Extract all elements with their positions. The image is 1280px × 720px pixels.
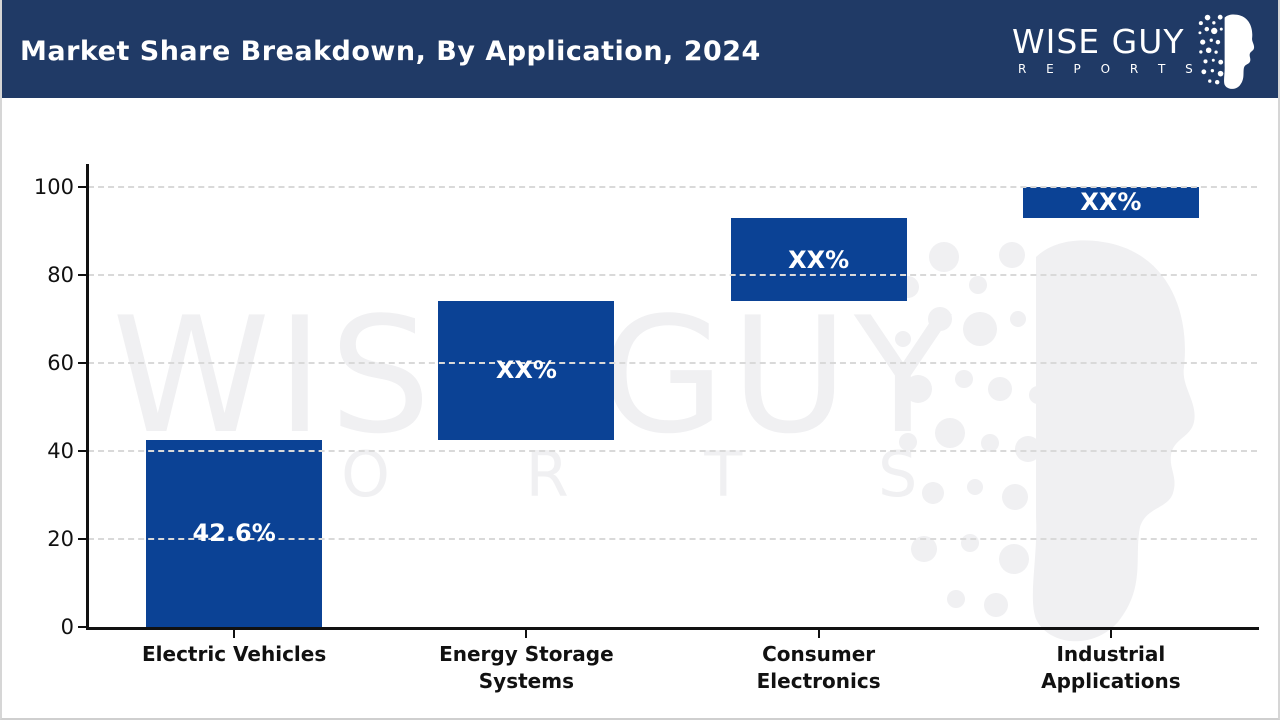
y-tick-label-20: 20 (47, 527, 74, 551)
x-tick-electric-vehicles (233, 630, 236, 638)
bar-energy-storage-systems (438, 301, 615, 440)
logo-face-icon (1188, 12, 1262, 94)
gridline-60 (88, 362, 1257, 364)
x-tick-consumer-electronics (817, 630, 820, 638)
x-tick-industrial-applications (1109, 630, 1112, 638)
y-tick-label-100: 100 (33, 175, 74, 199)
bar-value-label-electric-vehicles: 42.6% (192, 519, 276, 548)
page-title: Market Share Breakdown, By Application, … (20, 36, 761, 67)
y-tick-0 (78, 626, 87, 628)
y-tick-40 (78, 450, 87, 452)
logo-subtitle: R E P O R T S (1018, 62, 1201, 76)
category-label-electric-vehicles: Electric Vehicles (141, 642, 327, 666)
logo-wordmark: WISE GUY (1012, 22, 1185, 61)
y-tick-label-40: 40 (47, 439, 74, 463)
bar-value-label-consumer-electronics: XX% (788, 245, 850, 274)
bar-industrial-applications (1022, 187, 1199, 218)
gridline-40 (88, 450, 1257, 452)
y-tick-80 (78, 274, 87, 276)
y-tick-label-60: 60 (47, 351, 74, 375)
gridline-80 (88, 274, 1257, 276)
y-tick-20 (78, 538, 87, 540)
bar-value-label-industrial-applications: XX% (1080, 188, 1142, 217)
wise-guy-reports-logo: WISE GUY R E P O R T S (1012, 10, 1262, 90)
y-tick-60 (78, 362, 87, 364)
gridline-100 (88, 186, 1257, 188)
bar-consumer-electronics (730, 217, 907, 302)
y-tick-label-0: 0 (60, 615, 74, 639)
bar-electric-vehicles (146, 439, 323, 627)
bar-value-label-energy-storage-systems: XX% (495, 356, 557, 385)
category-label-consumer-electronics: Consumer Electronics (756, 642, 881, 693)
logo-text: WISE GUY R E P O R T S (1012, 22, 1201, 77)
y-tick-100 (78, 186, 87, 188)
category-label-energy-storage-systems: Energy Storage Systems (439, 642, 614, 693)
x-axis-line (86, 627, 1259, 630)
y-axis-line (86, 164, 89, 630)
header-bar: Market Share Breakdown, By Application, … (0, 0, 1280, 98)
category-label-industrial-applications: Industrial Applications (1041, 642, 1181, 693)
x-tick-energy-storage-systems (525, 630, 528, 638)
gridline-20 (88, 538, 1257, 540)
y-tick-label-80: 80 (47, 263, 74, 287)
